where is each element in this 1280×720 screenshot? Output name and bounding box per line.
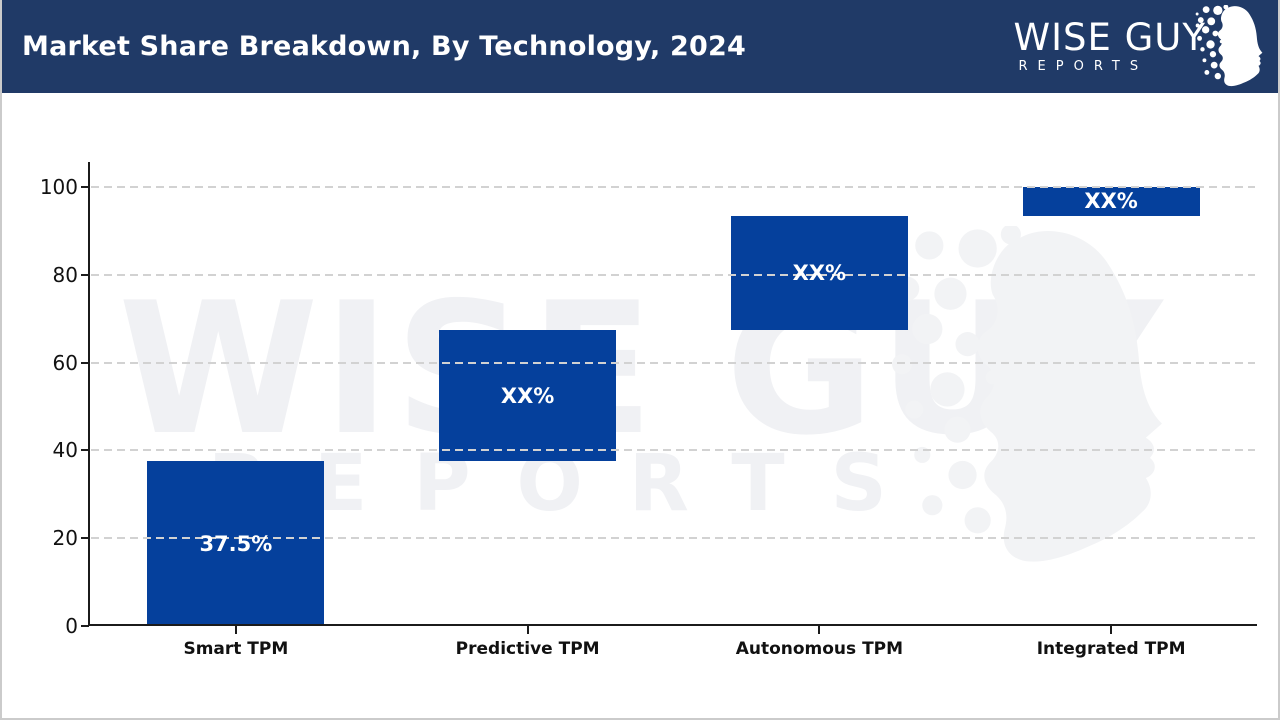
bar-value-label: XX% <box>500 383 555 408</box>
gridline-100 <box>91 186 1255 188</box>
y-tick-label-0: 0 <box>65 614 78 638</box>
gridline-20 <box>91 537 1255 540</box>
y-tick-label-60: 60 <box>52 350 78 375</box>
y-tick-80 <box>81 273 89 276</box>
x-category-label: Integrated TPM <box>1036 639 1186 659</box>
chart-area: WISE GUY REPORTS 0 20 40 60 80 100 37.5% Smart … <box>2 93 1278 718</box>
bar-segment <box>730 215 908 330</box>
bar-value-label: XX% <box>792 260 847 285</box>
watermark-text-1: WISE GUY <box>118 263 1167 475</box>
y-tick-60 <box>81 361 89 364</box>
logo-text: WISE GUY REPORTS <box>1014 19 1206 74</box>
logo-brand-name: WISE GUY <box>1013 16 1206 59</box>
x-category-label: Autonomous TPM <box>735 639 904 659</box>
bar-segment <box>1022 187 1200 216</box>
y-tick-100 <box>81 186 89 188</box>
bar-value-label: 37.5% <box>199 531 273 556</box>
gridline-60 <box>91 361 1255 364</box>
x-tick <box>1110 626 1113 634</box>
x-category-label: Smart TPM <box>183 639 289 659</box>
x-tick <box>526 626 529 634</box>
x-tick <box>818 626 821 634</box>
wiseguy-logo: WISE GUY REPORTS <box>1014 5 1268 89</box>
logo-brand-sub: REPORTS <box>1018 59 1149 74</box>
x-axis-line <box>88 624 1257 626</box>
x-category-label: Predictive TPM <box>455 639 600 659</box>
wiseguy-head-watermark <box>882 226 1174 574</box>
page-title: Market Share Breakdown, By Technology, 2… <box>22 31 747 62</box>
y-tick-label-100: 100 <box>39 175 78 199</box>
y-axis-line <box>88 162 90 626</box>
x-tick <box>234 626 237 634</box>
y-tick-40 <box>81 449 89 452</box>
y-tick-label-80: 80 <box>52 262 78 287</box>
y-tick-label-20: 20 <box>52 526 78 551</box>
gridline-80 <box>91 273 1255 276</box>
bar-segment <box>147 461 325 626</box>
y-tick-20 <box>81 537 89 540</box>
bar-value-label: XX% <box>1084 189 1138 214</box>
y-tick-0 <box>81 625 89 627</box>
gridline-40 <box>91 449 1255 452</box>
header-bar: Market Share Breakdown, By Technology, 2… <box>2 0 1278 93</box>
y-tick-label-40: 40 <box>52 438 78 463</box>
bar-segment <box>439 329 617 462</box>
